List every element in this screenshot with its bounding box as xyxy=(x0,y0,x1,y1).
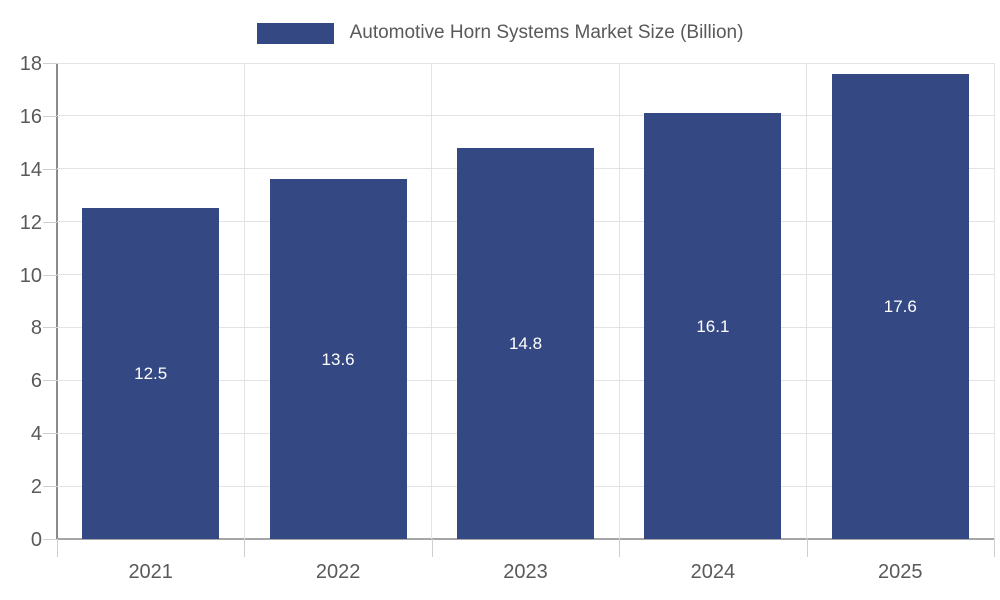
y-tick xyxy=(43,380,57,382)
bar-value-label: 13.6 xyxy=(321,349,355,369)
y-tick-label: 6 xyxy=(30,370,42,393)
legend-label: Automotive Horn Systems Market Size (Bil… xyxy=(349,22,744,43)
x-tick xyxy=(619,539,621,557)
y-tick xyxy=(43,63,57,64)
legend-swatch xyxy=(256,22,334,44)
x-tick xyxy=(806,539,808,557)
x-gridline xyxy=(993,63,995,539)
y-tick-label: 16 xyxy=(19,105,42,128)
bar-value-label: 14.8 xyxy=(508,333,543,353)
y-tick-label: 0 xyxy=(30,529,42,551)
x-tick xyxy=(244,539,246,557)
y-tick xyxy=(43,168,57,170)
y-tick-label: 18 xyxy=(19,53,42,75)
plot-area: 12.5 13.6 14.8 16.1 17.6 xyxy=(56,62,995,540)
y-tick xyxy=(43,433,57,435)
x-gridline xyxy=(618,63,620,539)
y-tick-label: 2 xyxy=(30,476,42,499)
x-tick-label: 2021 xyxy=(128,561,173,583)
bar-value-label: 16.1 xyxy=(696,316,730,336)
y-tick xyxy=(43,221,57,223)
x-tick xyxy=(431,539,433,557)
x-gridline xyxy=(431,63,433,539)
bar-value-label: 17.6 xyxy=(883,296,917,316)
x-tick-label: 2022 xyxy=(315,561,361,583)
y-tick-label: 10 xyxy=(19,264,42,287)
bar-2021: 12.5 xyxy=(82,208,220,539)
x-tick-label: 2025 xyxy=(878,561,923,583)
bar-2022: 13.6 xyxy=(269,179,407,539)
y-tick-label: 14 xyxy=(19,158,42,181)
y-tick-label: 4 xyxy=(30,423,42,446)
y-axis-line xyxy=(56,63,58,539)
y-tick xyxy=(43,539,57,540)
y-gridline xyxy=(57,115,994,117)
y-tick xyxy=(43,486,57,488)
legend: Automotive Horn Systems Market Size (Bil… xyxy=(0,22,1000,44)
y-tick-label: 8 xyxy=(30,317,42,340)
y-gridline xyxy=(57,62,994,64)
x-tick xyxy=(57,539,58,557)
x-tick-label: 2023 xyxy=(503,561,548,583)
y-tick xyxy=(43,274,57,276)
bar-2025: 17.6 xyxy=(831,73,969,539)
y-tick xyxy=(43,115,57,117)
x-tick-label: 2024 xyxy=(690,561,736,583)
bar-2023: 14.8 xyxy=(457,147,594,539)
x-axis-line xyxy=(57,538,994,540)
x-gridline xyxy=(243,63,245,539)
bar-value-label: 12.5 xyxy=(134,364,168,384)
y-tick xyxy=(43,327,57,329)
x-tick xyxy=(994,539,995,557)
bar-2024: 16.1 xyxy=(644,113,782,539)
y-tick-label: 12 xyxy=(19,211,42,234)
x-gridline xyxy=(806,63,808,539)
